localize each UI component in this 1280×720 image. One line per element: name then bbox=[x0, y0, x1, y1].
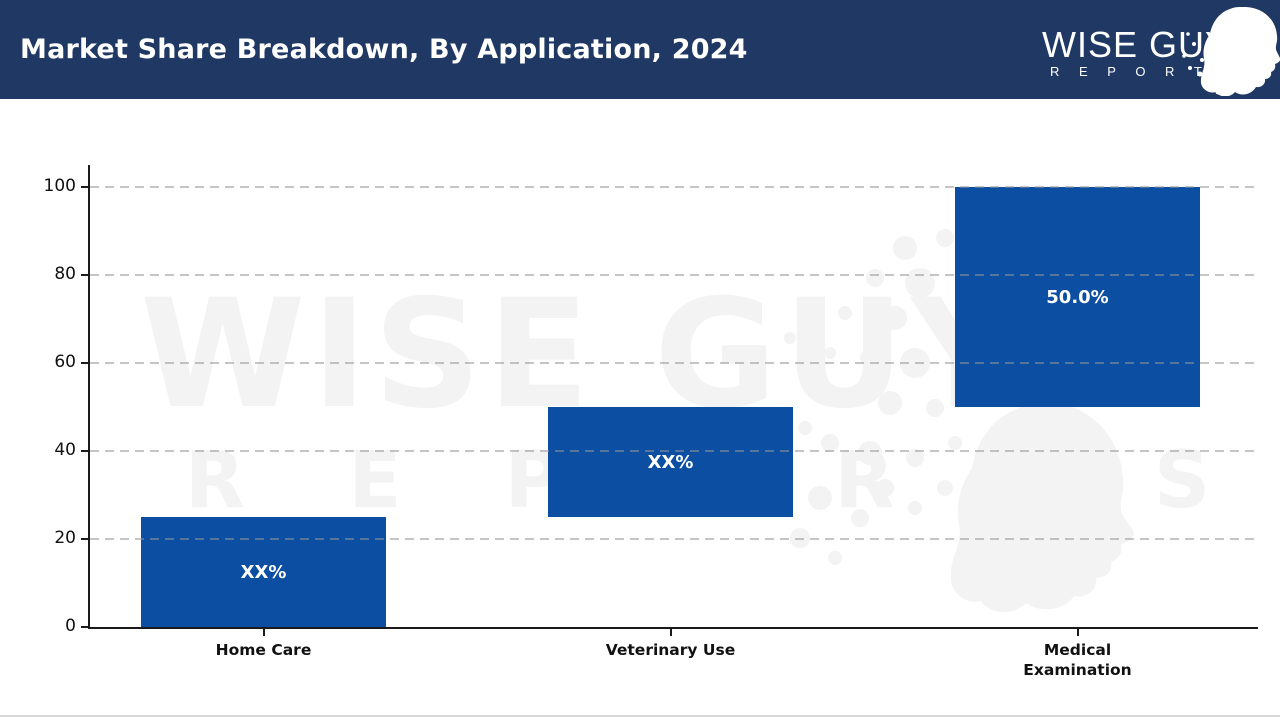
bar-veterinary-use: XX% bbox=[548, 407, 793, 517]
y-tick-label: 0 bbox=[65, 616, 76, 636]
brand-logo: WISE GUY R E P O R T S bbox=[1030, 0, 1280, 99]
y-tick-label: 80 bbox=[54, 264, 76, 284]
y-tick-mark bbox=[81, 274, 88, 276]
x-category-label: Home Care bbox=[215, 641, 312, 659]
bottom-divider bbox=[0, 715, 1280, 717]
dotted-head-icon bbox=[1182, 6, 1280, 96]
bar-medical-examination: 50.0% bbox=[955, 187, 1200, 407]
bar-value-label: 50.0% bbox=[1046, 286, 1109, 308]
gridline bbox=[90, 538, 1256, 540]
header: Market Share Breakdown, By Application, … bbox=[0, 0, 1280, 99]
watermark-dots-icon bbox=[739, 229, 1134, 613]
y-tick-mark bbox=[81, 362, 88, 364]
y-axis-spine bbox=[88, 165, 90, 629]
y-tick-label: 20 bbox=[54, 528, 76, 548]
x-category-label: Veterinary Use bbox=[605, 641, 736, 659]
y-tick-label: 40 bbox=[54, 440, 76, 460]
y-tick-label: 60 bbox=[54, 352, 76, 372]
x-tick-mark bbox=[669, 629, 672, 636]
bar-value-label: XX% bbox=[240, 561, 287, 583]
x-tick-mark bbox=[262, 629, 265, 636]
y-tick-label: 100 bbox=[43, 176, 76, 196]
y-tick-mark bbox=[81, 450, 88, 452]
gridline bbox=[90, 450, 1256, 452]
brand-logo-subtext: R E P O R T S bbox=[1050, 64, 1238, 79]
x-tick-mark bbox=[1076, 629, 1079, 636]
y-tick-mark bbox=[81, 538, 88, 540]
bar-value-label: XX% bbox=[647, 451, 694, 473]
gridline bbox=[90, 274, 1256, 276]
bar-home-care: XX% bbox=[141, 517, 386, 627]
y-tick-mark bbox=[81, 186, 88, 188]
y-tick-mark bbox=[81, 626, 88, 628]
gridline bbox=[90, 186, 1256, 188]
x-axis-spine bbox=[88, 627, 1258, 629]
chart-title: Market Share Breakdown, By Application, … bbox=[20, 34, 748, 65]
gridline bbox=[90, 362, 1256, 364]
x-category-label: Medical Examination bbox=[1023, 641, 1132, 680]
brand-logo-text: WISE GUY bbox=[1042, 24, 1231, 65]
